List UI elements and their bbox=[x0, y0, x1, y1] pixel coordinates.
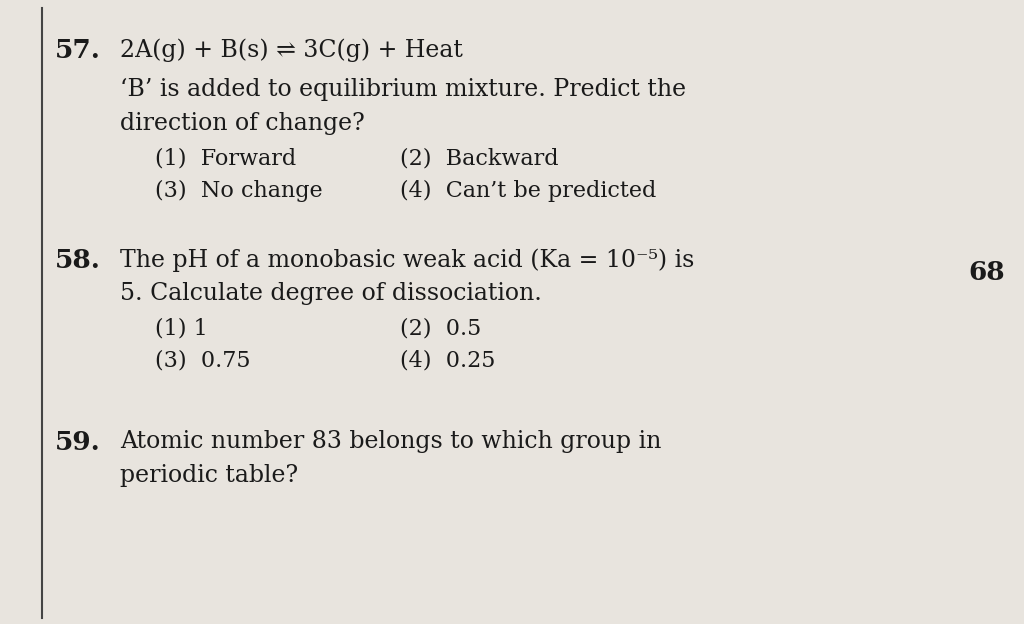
Text: 68: 68 bbox=[969, 260, 1005, 285]
Text: (3)  0.75: (3) 0.75 bbox=[155, 350, 251, 372]
Text: periodic table?: periodic table? bbox=[120, 464, 298, 487]
Text: 59.: 59. bbox=[55, 430, 100, 455]
Text: The pH of a monobasic weak acid (Ka = 10⁻⁵) is: The pH of a monobasic weak acid (Ka = 10… bbox=[120, 248, 694, 271]
Text: (1)  Forward: (1) Forward bbox=[155, 148, 296, 170]
Text: Atomic number 83 belongs to which group in: Atomic number 83 belongs to which group … bbox=[120, 430, 662, 453]
Text: (2)  0.5: (2) 0.5 bbox=[400, 318, 481, 340]
Text: (1) 1: (1) 1 bbox=[155, 318, 208, 340]
Text: (3)  No change: (3) No change bbox=[155, 180, 323, 202]
Text: 2A(g) + B(s) ⇌ 3C(g) + Heat: 2A(g) + B(s) ⇌ 3C(g) + Heat bbox=[120, 38, 463, 62]
Text: (4)  Can’t be predicted: (4) Can’t be predicted bbox=[400, 180, 656, 202]
Text: ‘B’ is added to equilibrium mixture. Predict the: ‘B’ is added to equilibrium mixture. Pre… bbox=[120, 78, 686, 101]
Text: 57.: 57. bbox=[55, 38, 101, 63]
Text: direction of change?: direction of change? bbox=[120, 112, 365, 135]
Text: 58.: 58. bbox=[55, 248, 101, 273]
Text: 5. Calculate degree of dissociation.: 5. Calculate degree of dissociation. bbox=[120, 282, 542, 305]
Text: (2)  Backward: (2) Backward bbox=[400, 148, 559, 170]
Text: (4)  0.25: (4) 0.25 bbox=[400, 350, 496, 372]
